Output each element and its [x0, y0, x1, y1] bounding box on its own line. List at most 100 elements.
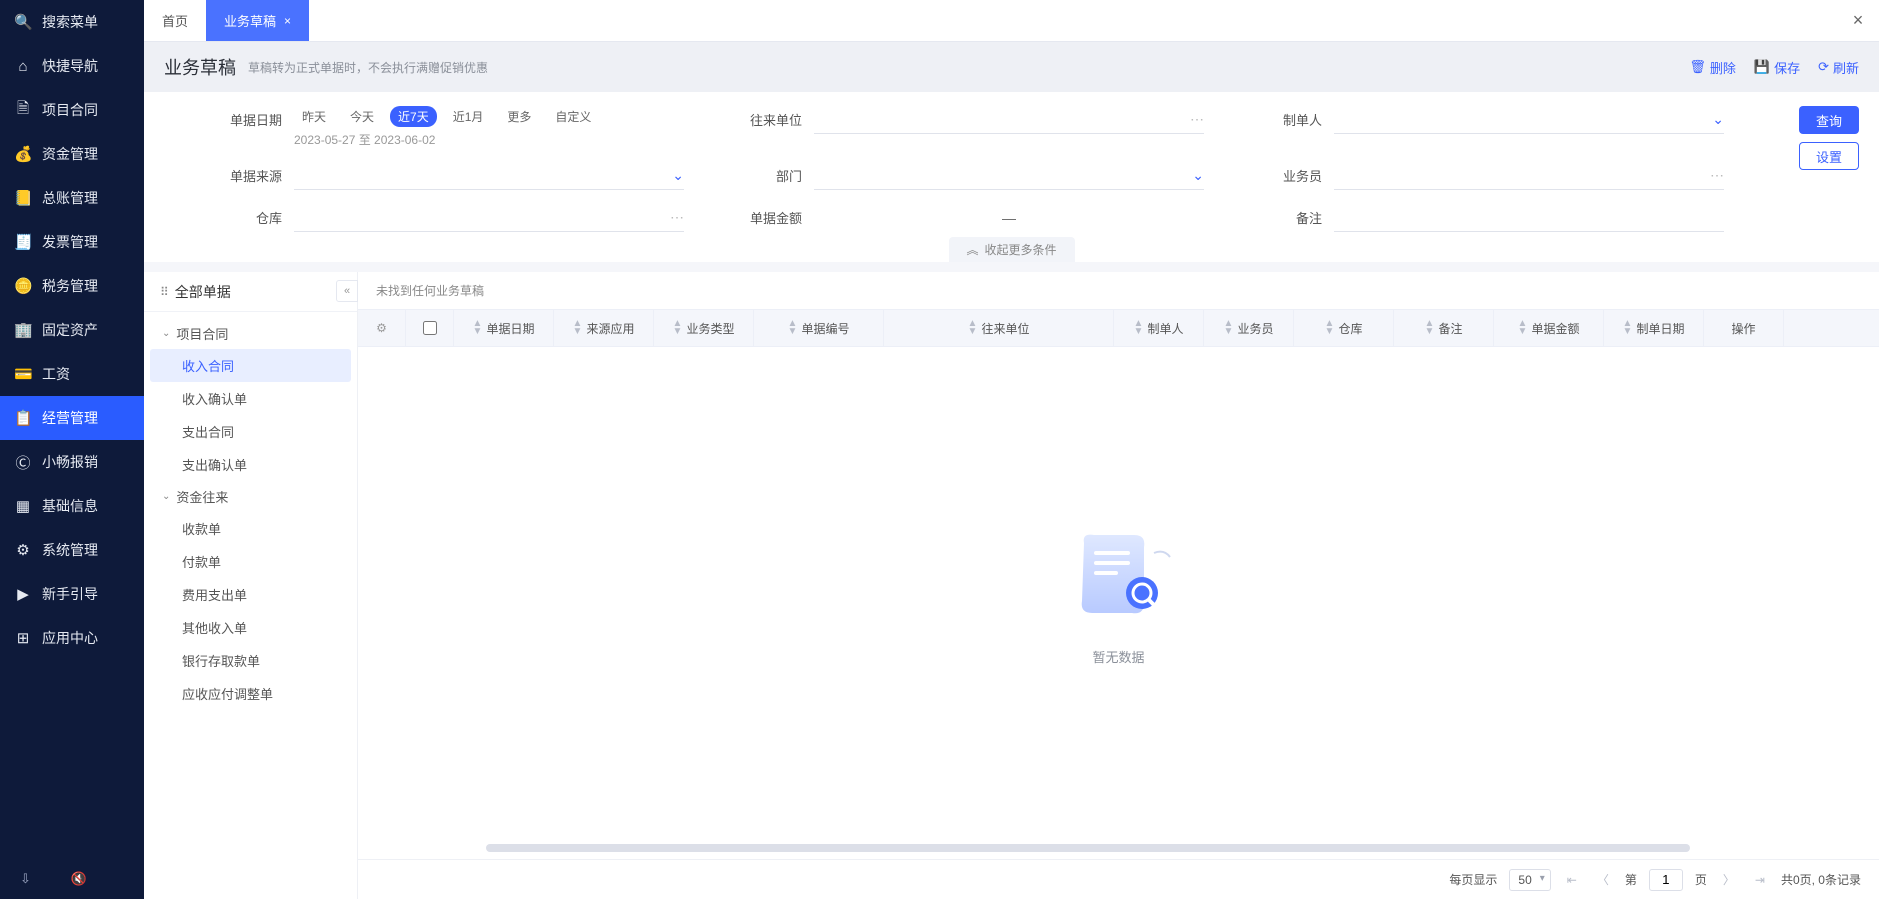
sort-icon[interactable]: ▲▼ — [1325, 320, 1335, 336]
sort-icon[interactable]: ▲▼ — [673, 320, 683, 336]
sidebar-item-9[interactable]: 📋经营管理 — [0, 396, 144, 440]
date-chip-0[interactable]: 昨天 — [294, 106, 334, 127]
table-col-7[interactable]: ▲▼仓库 — [1294, 310, 1394, 346]
sort-icon[interactable]: ▲▼ — [1224, 320, 1234, 336]
tree-item-1-4[interactable]: 银行存取款单 — [144, 644, 357, 677]
refresh-button[interactable]: ⟳ 刷新 — [1818, 58, 1859, 77]
content-area: ⠿ 全部单据 « ⌄项目合同收入合同收入确认单支出合同支出确认单⌄资金往来收款单… — [144, 272, 1879, 899]
sort-icon[interactable]: ▲▼ — [1623, 320, 1633, 336]
tab-1[interactable]: 业务草稿× — [206, 0, 309, 41]
sidebar-item-6[interactable]: 🪙税务管理 — [0, 264, 144, 308]
sidebar-item-label: 经营管理 — [42, 408, 98, 428]
chevron-up-icon: ︽ — [966, 241, 978, 258]
table-col-1[interactable]: ▲▼来源应用 — [554, 310, 654, 346]
page-number-input[interactable] — [1649, 869, 1683, 891]
date-chip-3[interactable]: 近1月 — [445, 106, 492, 127]
table-col-label: 备注 — [1438, 320, 1462, 337]
table-col-5[interactable]: ▲▼制单人 — [1114, 310, 1204, 346]
tree-item-0-1[interactable]: 收入确认单 — [144, 382, 357, 415]
sidebar-item-0[interactable]: 🔍搜索菜单 — [0, 0, 144, 44]
sort-icon[interactable]: ▲▼ — [968, 320, 978, 336]
remark-input[interactable] — [1334, 204, 1724, 232]
warehouse-picker[interactable]: ⋯ — [294, 204, 684, 232]
sidebar-item-icon: 💰 — [14, 145, 32, 163]
horizontal-scrollbar[interactable] — [366, 841, 1871, 855]
collapse-side-panel-button[interactable]: « — [336, 280, 358, 302]
sidebar-item-4[interactable]: 📒总账管理 — [0, 176, 144, 220]
table-col-label: 制单人 — [1147, 320, 1183, 337]
sidebar-item-5[interactable]: 🧾发票管理 — [0, 220, 144, 264]
table-col-2[interactable]: ▲▼业务类型 — [654, 310, 754, 346]
creator-select[interactable]: ⌄ — [1334, 106, 1724, 134]
tree-item-1-3[interactable]: 其他收入单 — [144, 611, 357, 644]
table-col-4[interactable]: ▲▼往来单位 — [884, 310, 1114, 346]
salesperson-picker[interactable]: ⋯ — [1334, 162, 1724, 190]
data-table-area: 未找到任何业务草稿 ⚙ ▲▼单据日期▲▼来源应用▲▼业务类型▲▼单据编号▲▼往来… — [358, 272, 1879, 899]
tree-group-1[interactable]: ⌄资金往来 — [144, 481, 357, 512]
sort-icon[interactable]: ▲▼ — [473, 320, 483, 336]
save-button[interactable]: 💾 保存 — [1754, 58, 1800, 77]
tab-0[interactable]: 首页 — [144, 0, 206, 41]
date-chip-4[interactable]: 更多 — [499, 106, 539, 127]
table-col-8[interactable]: ▲▼备注 — [1394, 310, 1494, 346]
sort-icon[interactable]: ▲▼ — [788, 320, 798, 336]
sidebar-item-1[interactable]: ⌂快捷导航 — [0, 44, 144, 88]
department-select[interactable]: ⌄ — [814, 162, 1204, 190]
table-settings-button[interactable]: ⚙ — [358, 310, 406, 346]
tree-item-1-0[interactable]: 收款单 — [144, 512, 357, 545]
sidebar-item-icon: ▦ — [14, 497, 32, 515]
first-page-button[interactable]: ⇤ — [1563, 873, 1581, 887]
date-chip-2[interactable]: 近7天 — [390, 106, 437, 127]
search-button[interactable]: 查询 — [1799, 106, 1859, 134]
sort-icon[interactable]: ▲▼ — [1134, 320, 1144, 336]
table-col-10[interactable]: ▲▼制单日期 — [1604, 310, 1704, 346]
sort-icon[interactable]: ▲▼ — [1425, 320, 1435, 336]
sidebar-item-11[interactable]: ▦基础信息 — [0, 484, 144, 528]
next-page-button[interactable]: 〉 — [1719, 871, 1739, 888]
sidebar-item-12[interactable]: ⚙系统管理 — [0, 528, 144, 572]
source-select[interactable]: ⌄ — [294, 162, 684, 190]
sidebar-item-14[interactable]: ⊞应用中心 — [0, 616, 144, 660]
sidebar-item-2[interactable]: 🗎项目合同 — [0, 88, 144, 132]
last-page-button[interactable]: ⇥ — [1751, 873, 1769, 887]
table-col-6[interactable]: ▲▼业务员 — [1204, 310, 1294, 346]
page-header: 业务草稿 草稿转为正式单据时，不会执行满赠促销优惠 🗑 删除 💾 保存 ⟳ 刷新 — [144, 42, 1879, 92]
table-col-9[interactable]: ▲▼单据金额 — [1494, 310, 1604, 346]
delete-button[interactable]: 🗑 删除 — [1689, 58, 1736, 77]
sidebar-bottom-icon-1[interactable]: ⇩ — [20, 871, 31, 887]
scrollbar-thumb[interactable] — [486, 844, 1690, 852]
sidebar-item-icon: 🔍 — [14, 13, 32, 31]
tree-group-0[interactable]: ⌄项目合同 — [144, 318, 357, 349]
tree-item-1-5[interactable]: 应收应付调整单 — [144, 677, 357, 710]
sidebar-item-icon: 🏢 — [14, 321, 32, 339]
tree-item-0-3[interactable]: 支出确认单 — [144, 448, 357, 481]
sidebar-item-8[interactable]: 💳工资 — [0, 352, 144, 396]
sidebar-item-label: 新手引导 — [42, 584, 98, 604]
sort-icon[interactable]: ▲▼ — [1518, 320, 1528, 336]
amount-range[interactable]: — — [814, 204, 1204, 232]
date-chip-5[interactable]: 自定义 — [547, 106, 599, 127]
table-col-3[interactable]: ▲▼单据编号 — [754, 310, 884, 346]
sidebar-item-10[interactable]: Ⓒ小畅报销 — [0, 440, 144, 484]
sort-icon[interactable]: ▲▼ — [573, 320, 583, 336]
select-all-checkbox[interactable] — [423, 321, 437, 335]
prev-page-button[interactable]: 〈 — [1593, 871, 1613, 888]
sidebar-item-icon: ▶ — [14, 585, 32, 603]
sidebar-item-3[interactable]: 💰资金管理 — [0, 132, 144, 176]
collapse-filters-button[interactable]: ︽ 收起更多条件 — [948, 237, 1074, 262]
tree-item-0-0[interactable]: 收入合同 — [150, 349, 351, 382]
page-size-select[interactable]: 50 — [1509, 869, 1550, 891]
tree-item-0-2[interactable]: 支出合同 — [144, 415, 357, 448]
tree-item-1-1[interactable]: 付款单 — [144, 545, 357, 578]
settings-button[interactable]: 设置 — [1799, 142, 1859, 170]
close-all-tabs[interactable]: × — [1837, 0, 1879, 41]
date-chip-1[interactable]: 今天 — [342, 106, 382, 127]
chevron-down-icon: ⌄ — [162, 328, 170, 339]
table-col-0[interactable]: ▲▼单据日期 — [454, 310, 554, 346]
sidebar-item-13[interactable]: ▶ 新手引导 — [0, 572, 144, 616]
close-tab-icon[interactable]: × — [284, 14, 291, 28]
partner-picker[interactable]: ⋯ — [814, 106, 1204, 134]
sidebar-bottom-icon-2[interactable]: 🔇 — [71, 871, 87, 887]
sidebar-item-7[interactable]: 🏢固定资产 — [0, 308, 144, 352]
tree-item-1-2[interactable]: 费用支出单 — [144, 578, 357, 611]
